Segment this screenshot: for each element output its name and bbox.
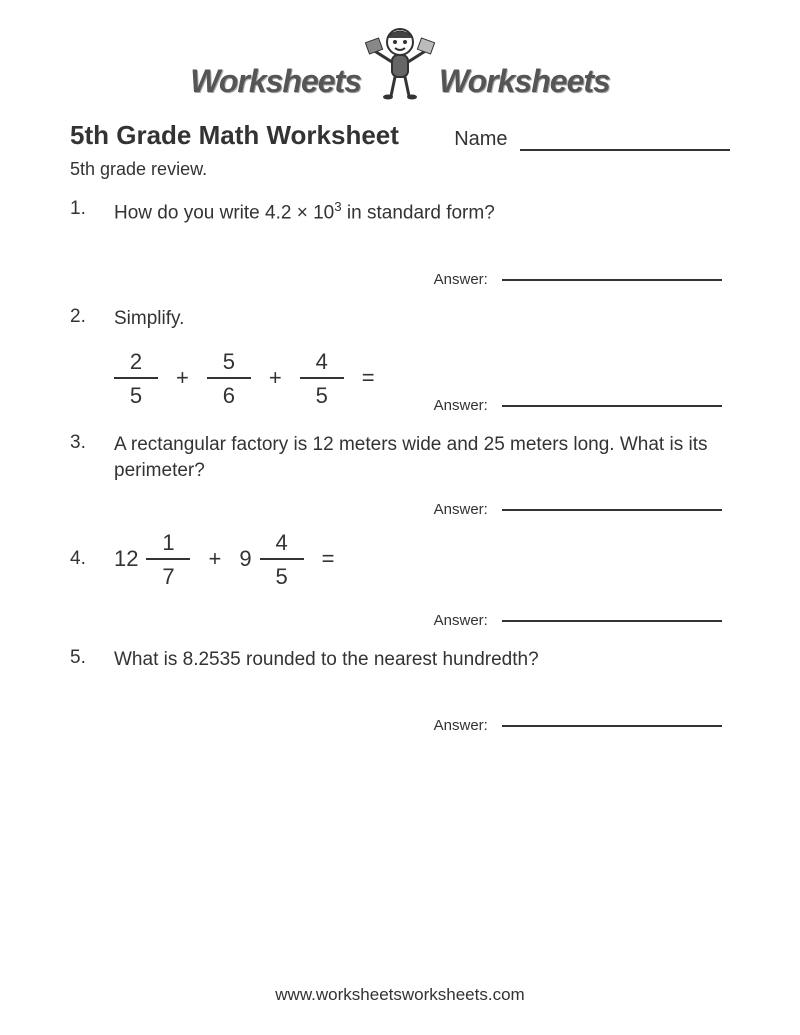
numerator: 5 xyxy=(213,347,245,377)
question-2: 2. Simplify. xyxy=(70,306,730,333)
question-text: A rectangular factory is 12 meters wide … xyxy=(114,432,730,485)
question-3: 3. A rectangular factory is 12 meters wi… xyxy=(70,432,730,485)
answer-row-1: Answer: xyxy=(70,271,730,288)
operator-equals: = xyxy=(322,546,335,572)
operator-plus: + xyxy=(269,365,282,391)
operator-plus: + xyxy=(176,365,189,391)
answer-label: Answer: xyxy=(434,271,488,288)
name-blank-line[interactable] xyxy=(520,149,730,151)
question-text: Simplify. xyxy=(114,306,730,333)
questions-container: 1. How do you write 4.2 × 103 in standar… xyxy=(70,198,730,734)
answer-label: Answer: xyxy=(434,397,488,414)
denominator: 6 xyxy=(213,379,245,409)
answer-row-5: Answer: xyxy=(70,717,730,734)
answer-blank-line[interactable] xyxy=(502,279,722,281)
fraction: 1 7 xyxy=(146,528,190,590)
answer-label: Answer: xyxy=(434,501,488,518)
question-text: What is 8.2535 rounded to the nearest hu… xyxy=(114,647,730,674)
whole-part: 9 xyxy=(239,546,251,572)
numerator: 4 xyxy=(265,528,297,558)
question-number: 1. xyxy=(70,198,114,220)
name-label: Name xyxy=(454,128,507,150)
denominator: 5 xyxy=(120,379,152,409)
question-number: 4. xyxy=(70,548,114,570)
answer-label: Answer: xyxy=(434,717,488,734)
answer-blank-line[interactable] xyxy=(502,509,722,511)
answer-row-3: Answer: xyxy=(70,501,730,518)
q1-text-before: How do you write 4.2 × 10 xyxy=(114,202,334,223)
numerator: 2 xyxy=(120,347,152,377)
logo: Worksheets Worksheets xyxy=(50,20,750,100)
q1-exponent: 3 xyxy=(334,199,341,214)
worksheet-subtitle: 5th grade review. xyxy=(70,159,750,180)
fraction: 2 5 xyxy=(114,347,158,409)
fraction: 4 5 xyxy=(260,528,304,590)
fraction: 4 5 xyxy=(300,347,344,409)
answer-blank-line[interactable] xyxy=(502,405,722,407)
numerator: 4 xyxy=(306,347,338,377)
operator-equals: = xyxy=(362,365,375,391)
whole-part: 12 xyxy=(114,546,138,572)
answer-label: Answer: xyxy=(434,612,488,629)
header-row: 5th Grade Math Worksheet Name xyxy=(70,120,730,151)
answer-blank-line[interactable] xyxy=(502,620,722,622)
operator-plus: + xyxy=(208,546,221,572)
denominator: 7 xyxy=(152,560,184,590)
answer-row-2: Answer: xyxy=(70,397,730,414)
q1-text-after: in standard form? xyxy=(342,202,495,223)
answer-row-4: Answer: xyxy=(70,612,730,629)
denominator: 5 xyxy=(265,560,297,590)
question-4: 4. 12 1 7 + 9 4 5 = xyxy=(70,522,730,596)
mixed-number: 9 4 5 xyxy=(239,528,303,590)
question-number: 5. xyxy=(70,647,114,669)
question-5: 5. What is 8.2535 rounded to the nearest… xyxy=(70,647,730,674)
fraction: 5 6 xyxy=(207,347,251,409)
name-field: Name xyxy=(454,128,730,151)
q4-mixed-expression: 12 1 7 + 9 4 5 = xyxy=(114,528,334,590)
numerator: 1 xyxy=(152,528,184,558)
mixed-number: 12 1 7 xyxy=(114,528,190,590)
answer-blank-line[interactable] xyxy=(502,725,722,727)
worksheet-title: 5th Grade Math Worksheet xyxy=(70,120,399,151)
question-number: 2. xyxy=(70,306,114,328)
denominator: 5 xyxy=(306,379,338,409)
logo-text-right: Worksheets xyxy=(439,63,610,100)
question-text: How do you write 4.2 × 103 in standard f… xyxy=(114,198,730,227)
logo-cartoon-icon xyxy=(365,20,435,100)
footer-url: www.worksheetsworksheets.com xyxy=(0,985,800,1005)
question-1: 1. How do you write 4.2 × 103 in standar… xyxy=(70,198,730,227)
logo-text-left: Worksheets xyxy=(190,63,361,100)
question-number: 3. xyxy=(70,432,114,454)
